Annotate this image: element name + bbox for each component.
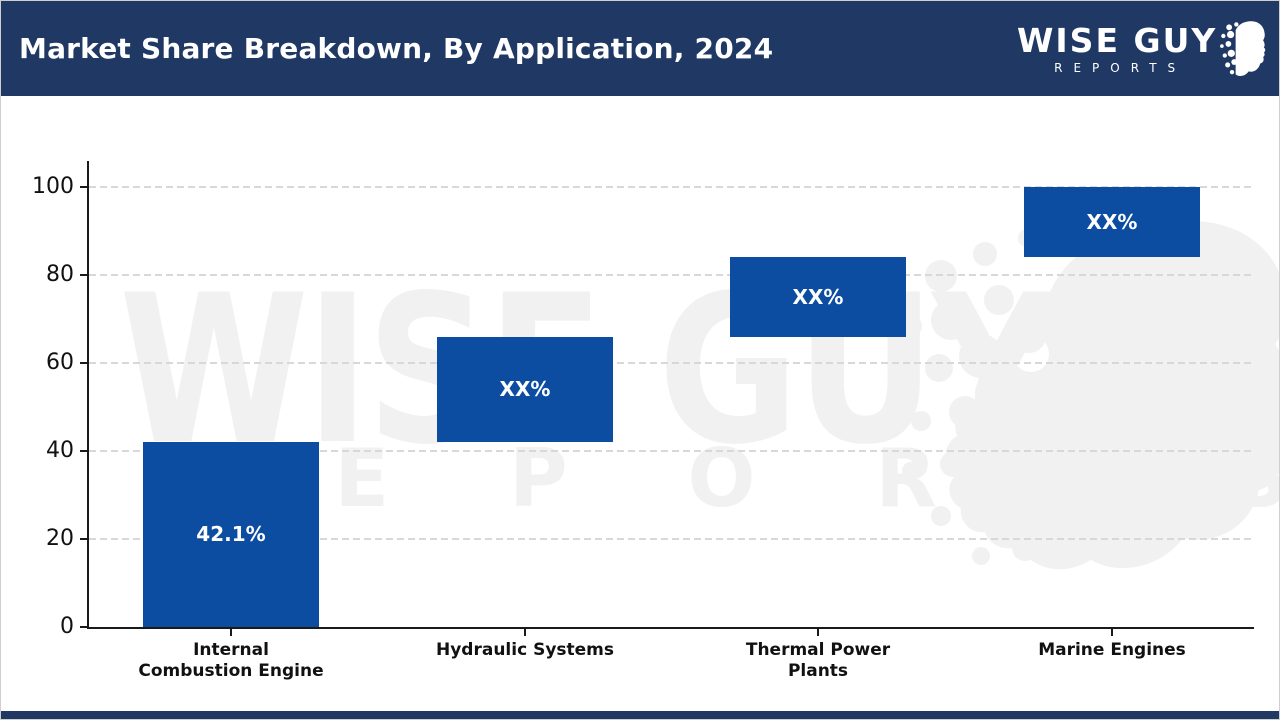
header-bar: Market Share Breakdown, By Application, … <box>1 1 1279 96</box>
y-tick-mark <box>80 186 89 188</box>
y-tick-label: 80 <box>46 262 74 287</box>
x-axis-line <box>87 627 1254 629</box>
category-label: Hydraulic Systems <box>385 640 665 661</box>
bar-segment: XX% <box>437 336 613 442</box>
category-label-line: Thermal Power <box>745 640 891 660</box>
gridline <box>89 450 1254 452</box>
brand-text: WISE GUY REPORTS <box>1017 20 1218 75</box>
y-tick-mark <box>80 626 89 628</box>
footer-bar <box>1 711 1279 719</box>
x-tick-mark <box>817 629 819 636</box>
y-tick-label: 20 <box>46 526 74 551</box>
gridline <box>89 538 1254 540</box>
y-tick-mark <box>80 538 89 540</box>
y-tick-mark <box>80 274 89 276</box>
x-tick-mark <box>524 629 526 636</box>
category-label-line: Marine Engines <box>1038 640 1186 660</box>
bar-segment: XX% <box>730 257 906 337</box>
category-label-line: Combustion Engine <box>138 661 324 681</box>
brand-wiseguy-label: WISE GUY <box>1017 20 1218 60</box>
category-label-line: Hydraulic Systems <box>435 640 615 660</box>
category-label-line: Plants <box>787 661 849 681</box>
category-label: Internal Combustion Engine <box>91 640 371 682</box>
y-tick-mark <box>80 450 89 452</box>
y-tick-label: 60 <box>46 350 74 375</box>
bar-segment: XX% <box>1024 187 1200 258</box>
brand-reports-label: REPORTS <box>1054 60 1187 75</box>
bar-value-label: XX% <box>1086 210 1138 235</box>
gridline <box>89 186 1254 188</box>
gridline <box>89 274 1254 276</box>
gridline <box>89 362 1254 364</box>
watermark-face-icon <box>895 220 1279 570</box>
category-label: Marine Engines <box>972 640 1252 661</box>
x-tick-mark <box>230 629 232 636</box>
y-tick-label: 100 <box>32 174 74 199</box>
y-tick-mark <box>80 362 89 364</box>
chart-title: Market Share Breakdown, By Application, … <box>19 32 774 65</box>
y-axis-line <box>87 161 89 629</box>
bar-segment: 42.1% <box>143 441 319 627</box>
x-tick-mark <box>1111 629 1113 636</box>
category-label-line: Internal <box>193 640 269 660</box>
brand-logo: WISE GUY REPORTS <box>1017 9 1267 89</box>
y-tick-label: 40 <box>46 438 74 463</box>
bar-value-label: XX% <box>792 284 844 309</box>
bar-value-label: 42.1% <box>196 522 266 547</box>
brand-face-icon <box>1220 21 1266 77</box>
bar-value-label: XX% <box>499 377 551 402</box>
category-label: Thermal Power Plants <box>678 640 958 682</box>
y-tick-label: 0 <box>60 614 74 639</box>
